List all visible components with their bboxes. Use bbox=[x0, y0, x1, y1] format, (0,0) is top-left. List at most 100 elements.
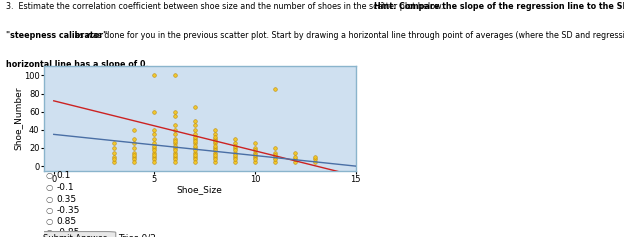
Point bbox=[230, 150, 240, 154]
Point bbox=[190, 141, 200, 145]
Point bbox=[190, 160, 200, 164]
Point bbox=[170, 137, 180, 141]
Point bbox=[170, 155, 180, 159]
Point bbox=[149, 137, 159, 141]
Point bbox=[190, 155, 200, 159]
Point bbox=[149, 153, 159, 157]
Point bbox=[230, 160, 240, 164]
Point bbox=[210, 144, 220, 148]
Point bbox=[270, 87, 280, 91]
Point bbox=[270, 150, 280, 154]
Point bbox=[190, 139, 200, 143]
Point bbox=[290, 150, 300, 154]
Point bbox=[109, 146, 119, 150]
Point bbox=[230, 144, 240, 148]
Point bbox=[129, 137, 139, 141]
Point bbox=[149, 128, 159, 132]
Point bbox=[149, 144, 159, 148]
Point bbox=[250, 148, 260, 152]
Point bbox=[210, 160, 220, 164]
Point bbox=[170, 132, 180, 136]
Text: ○: ○ bbox=[46, 206, 53, 215]
Text: "steepness calibrator": "steepness calibrator" bbox=[6, 31, 107, 40]
Point bbox=[170, 141, 180, 145]
Point bbox=[129, 150, 139, 154]
Point bbox=[250, 160, 260, 164]
Point bbox=[310, 157, 320, 161]
Point bbox=[210, 148, 220, 152]
Text: horizontal line has a slope of 0.: horizontal line has a slope of 0. bbox=[6, 60, 149, 69]
Point bbox=[170, 123, 180, 127]
X-axis label: Shoe_Size: Shoe_Size bbox=[177, 185, 223, 194]
Point bbox=[170, 150, 180, 154]
Text: 0.85: 0.85 bbox=[57, 217, 77, 226]
Point bbox=[210, 139, 220, 143]
Point bbox=[230, 146, 240, 150]
Point bbox=[149, 73, 159, 77]
Point bbox=[190, 123, 200, 127]
Point bbox=[190, 157, 200, 161]
Point bbox=[109, 155, 119, 159]
Point bbox=[170, 144, 180, 148]
Point bbox=[190, 153, 200, 157]
Point bbox=[270, 153, 280, 157]
Point bbox=[149, 160, 159, 164]
Point bbox=[190, 150, 200, 154]
Point bbox=[210, 128, 220, 132]
Point bbox=[210, 146, 220, 150]
Text: 0.1: 0.1 bbox=[57, 171, 71, 180]
Text: 3.  Estimate the correlation coefficient between shoe size and the number of sho: 3. Estimate the correlation coefficient … bbox=[6, 2, 446, 11]
Point bbox=[250, 157, 260, 161]
Text: Tries 0/2: Tries 0/2 bbox=[118, 234, 156, 237]
FancyBboxPatch shape bbox=[33, 232, 116, 237]
Point bbox=[190, 137, 200, 141]
Point bbox=[230, 155, 240, 159]
Point bbox=[210, 153, 220, 157]
Point bbox=[310, 155, 320, 159]
Point bbox=[170, 128, 180, 132]
Text: 0.35: 0.35 bbox=[57, 195, 77, 204]
Point bbox=[250, 146, 260, 150]
Point bbox=[129, 128, 139, 132]
Point bbox=[170, 157, 180, 161]
Point bbox=[170, 139, 180, 143]
Point bbox=[290, 157, 300, 161]
Y-axis label: Shoe_Number: Shoe_Number bbox=[13, 87, 22, 150]
Point bbox=[149, 132, 159, 136]
Point bbox=[210, 141, 220, 145]
Point bbox=[250, 141, 260, 145]
Text: ○: ○ bbox=[46, 183, 53, 192]
Point bbox=[109, 157, 119, 161]
Text: -0.35: -0.35 bbox=[57, 206, 80, 215]
Point bbox=[230, 153, 240, 157]
Text: -0.1: -0.1 bbox=[57, 183, 74, 192]
Point bbox=[109, 141, 119, 145]
Point bbox=[190, 132, 200, 136]
Point bbox=[210, 137, 220, 141]
Point bbox=[190, 119, 200, 123]
Text: ○: ○ bbox=[46, 217, 53, 226]
Point bbox=[190, 148, 200, 152]
Point bbox=[310, 160, 320, 164]
Point bbox=[170, 160, 180, 164]
Point bbox=[149, 110, 159, 114]
Point bbox=[230, 148, 240, 152]
Point bbox=[210, 157, 220, 161]
Point bbox=[149, 155, 159, 159]
Point bbox=[250, 155, 260, 159]
Point bbox=[170, 153, 180, 157]
Point bbox=[170, 110, 180, 114]
Text: Hint: Compare the slope of the regression line to the SD line by drawing a trian: Hint: Compare the slope of the regressio… bbox=[374, 2, 624, 11]
Text: ○: ○ bbox=[46, 171, 53, 180]
Point bbox=[210, 135, 220, 139]
Point bbox=[170, 146, 180, 150]
Point bbox=[190, 105, 200, 109]
Point bbox=[190, 135, 200, 139]
Text: -0.85: -0.85 bbox=[57, 228, 80, 237]
Point bbox=[250, 150, 260, 154]
Point bbox=[129, 160, 139, 164]
Point bbox=[170, 73, 180, 77]
Point bbox=[270, 160, 280, 164]
Point bbox=[290, 155, 300, 159]
Point bbox=[230, 157, 240, 161]
